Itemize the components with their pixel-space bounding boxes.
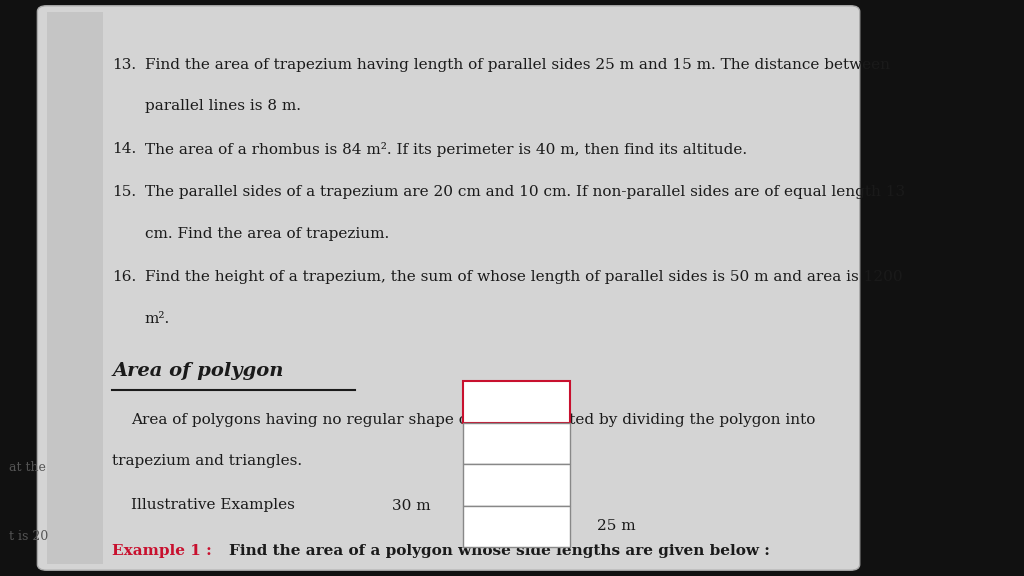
Text: The area of a rhombus is 84 m². If its perimeter is 40 m, then find its altitude: The area of a rhombus is 84 m². If its p… — [144, 142, 746, 157]
Text: 14.: 14. — [113, 142, 136, 156]
Text: 30 m: 30 m — [392, 499, 430, 513]
Bar — [463, 423, 570, 464]
Text: Area of polygons having no regular shape can be calculated by dividing the polyg: Area of polygons having no regular shape… — [131, 413, 815, 427]
Text: 13.: 13. — [113, 58, 136, 71]
Text: parallel lines is 8 m.: parallel lines is 8 m. — [144, 99, 301, 113]
Text: 25 m: 25 m — [597, 520, 636, 533]
Text: cm. Find the area of trapezium.: cm. Find the area of trapezium. — [144, 227, 389, 241]
FancyBboxPatch shape — [38, 6, 860, 570]
Text: Find the area of trapezium having length of parallel sides 25 m and 15 m. The di: Find the area of trapezium having length… — [144, 58, 890, 71]
Text: 60 m: 60 m — [497, 520, 536, 533]
Text: The parallel sides of a trapezium are 20 cm and 10 cm. If non-parallel sides are: The parallel sides of a trapezium are 20… — [144, 185, 905, 199]
Text: trapezium and triangles.: trapezium and triangles. — [113, 454, 302, 468]
Text: Example 1 :: Example 1 : — [113, 544, 212, 558]
Text: 80 m: 80 m — [497, 478, 536, 492]
Text: Area of polygon: Area of polygon — [113, 362, 284, 380]
Bar — [47, 12, 102, 564]
Bar — [463, 381, 570, 423]
Text: at the: at the — [9, 461, 46, 474]
Bar — [463, 506, 570, 547]
Text: Find the area of a polygon whose side lengths are given below :: Find the area of a polygon whose side le… — [229, 544, 770, 558]
Text: To F: To F — [500, 395, 534, 409]
Text: m².: m². — [144, 312, 170, 325]
Text: Find the height of a trapezium, the sum of whose length of parallel sides is 50 : Find the height of a trapezium, the sum … — [144, 270, 902, 284]
Text: 100 m: 100 m — [493, 437, 541, 450]
Text: 15.: 15. — [113, 185, 136, 199]
Text: Illustrative Examples: Illustrative Examples — [131, 498, 295, 511]
Bar — [463, 464, 570, 506]
Text: t is 20: t is 20 — [9, 530, 48, 543]
Text: 16.: 16. — [113, 270, 136, 284]
